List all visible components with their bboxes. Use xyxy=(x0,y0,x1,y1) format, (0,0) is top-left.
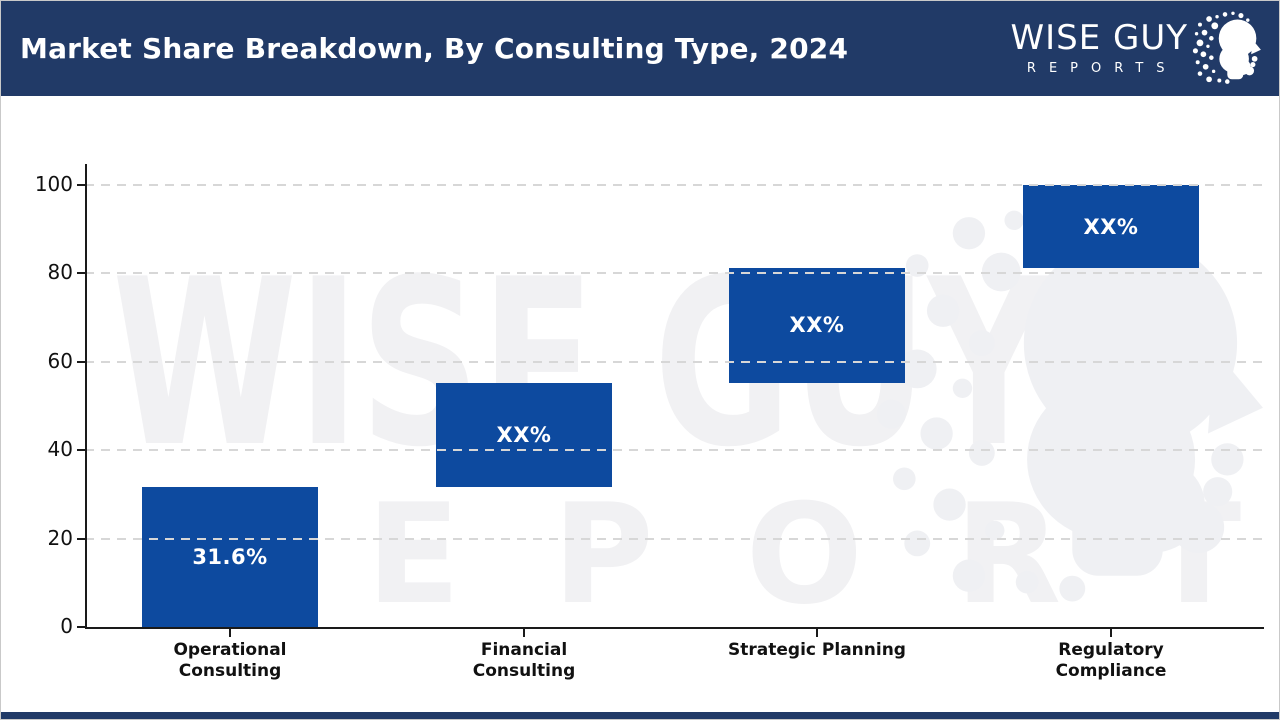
x-tickmark-2 xyxy=(523,629,525,637)
x-tickmark-1 xyxy=(229,629,231,637)
y-tickmark-80 xyxy=(77,272,85,275)
bar-segment-4: XX% xyxy=(1023,185,1199,269)
y-tick-label-100: 100 xyxy=(34,172,73,196)
x-category-label: Operational Consulting xyxy=(100,640,360,682)
x-category-label-line: Regulatory xyxy=(1058,640,1164,660)
bar-segment-3: XX% xyxy=(729,268,905,383)
x-category-label: Strategic Planning xyxy=(687,640,947,661)
bar-value-label: XX% xyxy=(496,422,552,447)
x-category-label-line: Consulting xyxy=(178,661,282,681)
y-tickmark-20 xyxy=(77,537,85,540)
bar-value-label: XX% xyxy=(1083,214,1139,239)
x-axis-line xyxy=(85,627,1264,629)
header-bar: Market Share Breakdown, By Consulting Ty… xyxy=(0,0,1280,96)
brand-logo: WISE GUY REPORTS xyxy=(1010,0,1266,96)
y-axis-line xyxy=(85,164,87,629)
footer-bar xyxy=(0,712,1280,720)
x-category-label-line: Operational xyxy=(173,640,287,660)
y-tickmark-60 xyxy=(77,360,85,363)
x-category-label-line: Compliance xyxy=(1055,661,1167,681)
gridline-80 xyxy=(85,272,1264,275)
watermark-face-icon xyxy=(876,191,1263,602)
y-tick-label-40: 40 xyxy=(47,437,73,462)
x-category-label: Financial Consulting xyxy=(394,640,654,682)
bar-value-label: XX% xyxy=(789,313,845,338)
x-category-label-line: Financial xyxy=(480,640,568,660)
bar-segment-2: XX% xyxy=(436,382,612,488)
brand-name: WISE GUY xyxy=(1010,17,1188,58)
y-tick-label-20: 20 xyxy=(47,525,73,550)
gridline-100 xyxy=(85,184,1264,186)
bar-segment-1: 31.6% xyxy=(142,487,318,627)
x-category-label-line: Consulting xyxy=(472,661,576,681)
x-tickmark-3 xyxy=(816,629,818,637)
wiseguy-face-icon xyxy=(1192,11,1261,84)
y-tickmark-40 xyxy=(77,449,85,452)
x-category-label-line: Strategic Planning xyxy=(728,640,906,660)
brand-logo-text: WISE GUY REPORTS xyxy=(1010,21,1188,76)
x-tickmark-4 xyxy=(1110,629,1112,637)
gridline-60 xyxy=(85,360,1264,363)
gridline-20 xyxy=(85,537,1264,540)
gridline-40 xyxy=(85,449,1264,452)
brand-subtitle: REPORTS xyxy=(1026,60,1178,76)
y-tick-label-0: 0 xyxy=(60,614,73,638)
x-category-label: Regulatory Compliance xyxy=(981,640,1241,682)
y-tickmark-100 xyxy=(77,184,85,186)
bar-value-label: 31.6% xyxy=(192,545,268,570)
y-tick-label-60: 60 xyxy=(47,348,73,373)
page-title: Market Share Breakdown, By Consulting Ty… xyxy=(20,31,849,65)
y-tickmark-0 xyxy=(77,626,85,628)
y-tick-label-80: 80 xyxy=(47,260,73,285)
